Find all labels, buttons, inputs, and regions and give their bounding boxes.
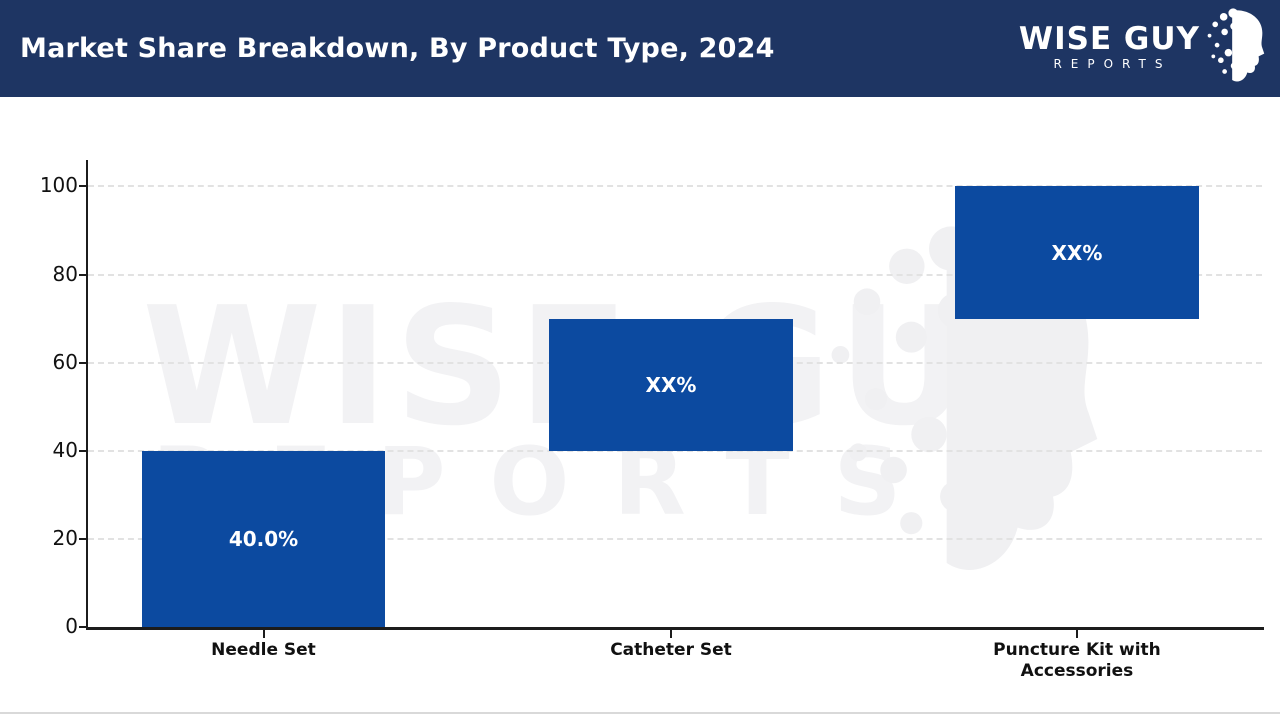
bar-label-needle-set: 40.0%	[228, 526, 299, 551]
y-tick-label-40: 40	[52, 437, 78, 462]
y-tick-label-80: 80	[52, 261, 78, 286]
logo-wordmark: WISE GUY REPORTS	[1019, 23, 1200, 72]
wiseguy-face-icon	[1207, 8, 1265, 82]
y-tick-100	[79, 185, 88, 188]
x-tick-catheter-set	[670, 630, 672, 638]
y-tick-label-60: 60	[52, 349, 78, 374]
y-tick-80	[79, 273, 88, 276]
y-tick-20	[79, 537, 88, 540]
gridline-40	[88, 449, 1262, 452]
x-label-catheter-set: Catheter Set	[610, 640, 732, 660]
y-axis-line	[86, 160, 88, 629]
x-tick-needle-set	[262, 630, 265, 638]
x-label-needle-set: Needle Set	[211, 640, 316, 660]
y-tick-60	[79, 361, 88, 364]
x-axis-line	[86, 627, 1264, 630]
bar-label-puncture-kit-with-accessories: XX%	[1051, 240, 1103, 265]
logo-wordmark-line1: WISE GUY	[1018, 20, 1200, 57]
logo-wordmark-line2: REPORTS	[1053, 57, 1172, 72]
y-tick-label-0: 0	[65, 614, 78, 638]
y-tick-label-100: 100	[39, 173, 78, 198]
bar-puncture-kit-with-accessories: XX%	[954, 186, 1199, 319]
bar-catheter-set: XX%	[549, 318, 793, 451]
gridline-80	[88, 273, 1262, 276]
bar-needle-set: 40.0%	[141, 450, 386, 627]
x-label-puncture-kit-with-accessories: Puncture Kit with Accessories	[993, 640, 1161, 682]
wiseguy-logo: WISE GUY REPORTS	[1019, 6, 1268, 88]
bar-label-catheter-set: XX%	[645, 372, 697, 397]
gridline-20	[88, 537, 1262, 540]
header-bar: Market Share Breakdown, By Product Type,…	[0, 0, 1280, 97]
page-title: Market Share Breakdown, By Product Type,…	[20, 33, 775, 64]
x-tick-puncture-kit-with-accessories	[1075, 630, 1078, 638]
y-tick-label-20: 20	[52, 525, 78, 550]
y-tick-0	[79, 626, 88, 628]
gridline-100	[88, 185, 1262, 188]
y-tick-40	[79, 449, 88, 452]
footer-divider-line	[0, 712, 1280, 714]
